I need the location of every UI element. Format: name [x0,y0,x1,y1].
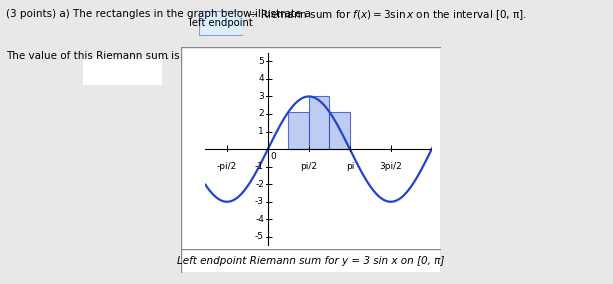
Bar [288,112,309,149]
FancyBboxPatch shape [81,56,164,86]
Text: 4: 4 [259,74,264,83]
Text: -4: -4 [255,215,264,224]
Text: -pi/2: -pi/2 [217,162,237,171]
Bar [309,97,329,149]
Text: left endpoint: left endpoint [189,18,253,28]
Text: -3: -3 [255,197,264,206]
Text: -5: -5 [255,232,264,241]
Text: 0: 0 [270,152,276,161]
Text: 1: 1 [258,127,264,136]
Text: -2: -2 [255,180,264,189]
FancyBboxPatch shape [181,47,441,251]
Text: Left endpoint Riemann sum for y = 3 sin x on [0, π]: Left endpoint Riemann sum for y = 3 sin … [177,256,445,266]
Text: pi/2: pi/2 [300,162,318,171]
FancyBboxPatch shape [181,248,441,273]
Text: (3 points) a) The rectangles in the graph below illustrate a: (3 points) a) The rectangles in the grap… [6,9,314,18]
Text: pi: pi [346,162,354,171]
FancyBboxPatch shape [199,11,243,35]
Bar [329,112,350,149]
Text: 5: 5 [258,57,264,66]
Text: 3pi/2: 3pi/2 [379,162,402,171]
Text: 3: 3 [258,92,264,101]
Text: 2: 2 [259,110,264,118]
Text: .: . [166,51,169,61]
Text: ÷ Riemann sum for $f(x) = 3\sin x$ on the interval [0, π].: ÷ Riemann sum for $f(x) = 3\sin x$ on th… [245,9,527,22]
Text: The value of this Riemann sum is: The value of this Riemann sum is [6,51,186,61]
Text: -1: -1 [255,162,264,171]
